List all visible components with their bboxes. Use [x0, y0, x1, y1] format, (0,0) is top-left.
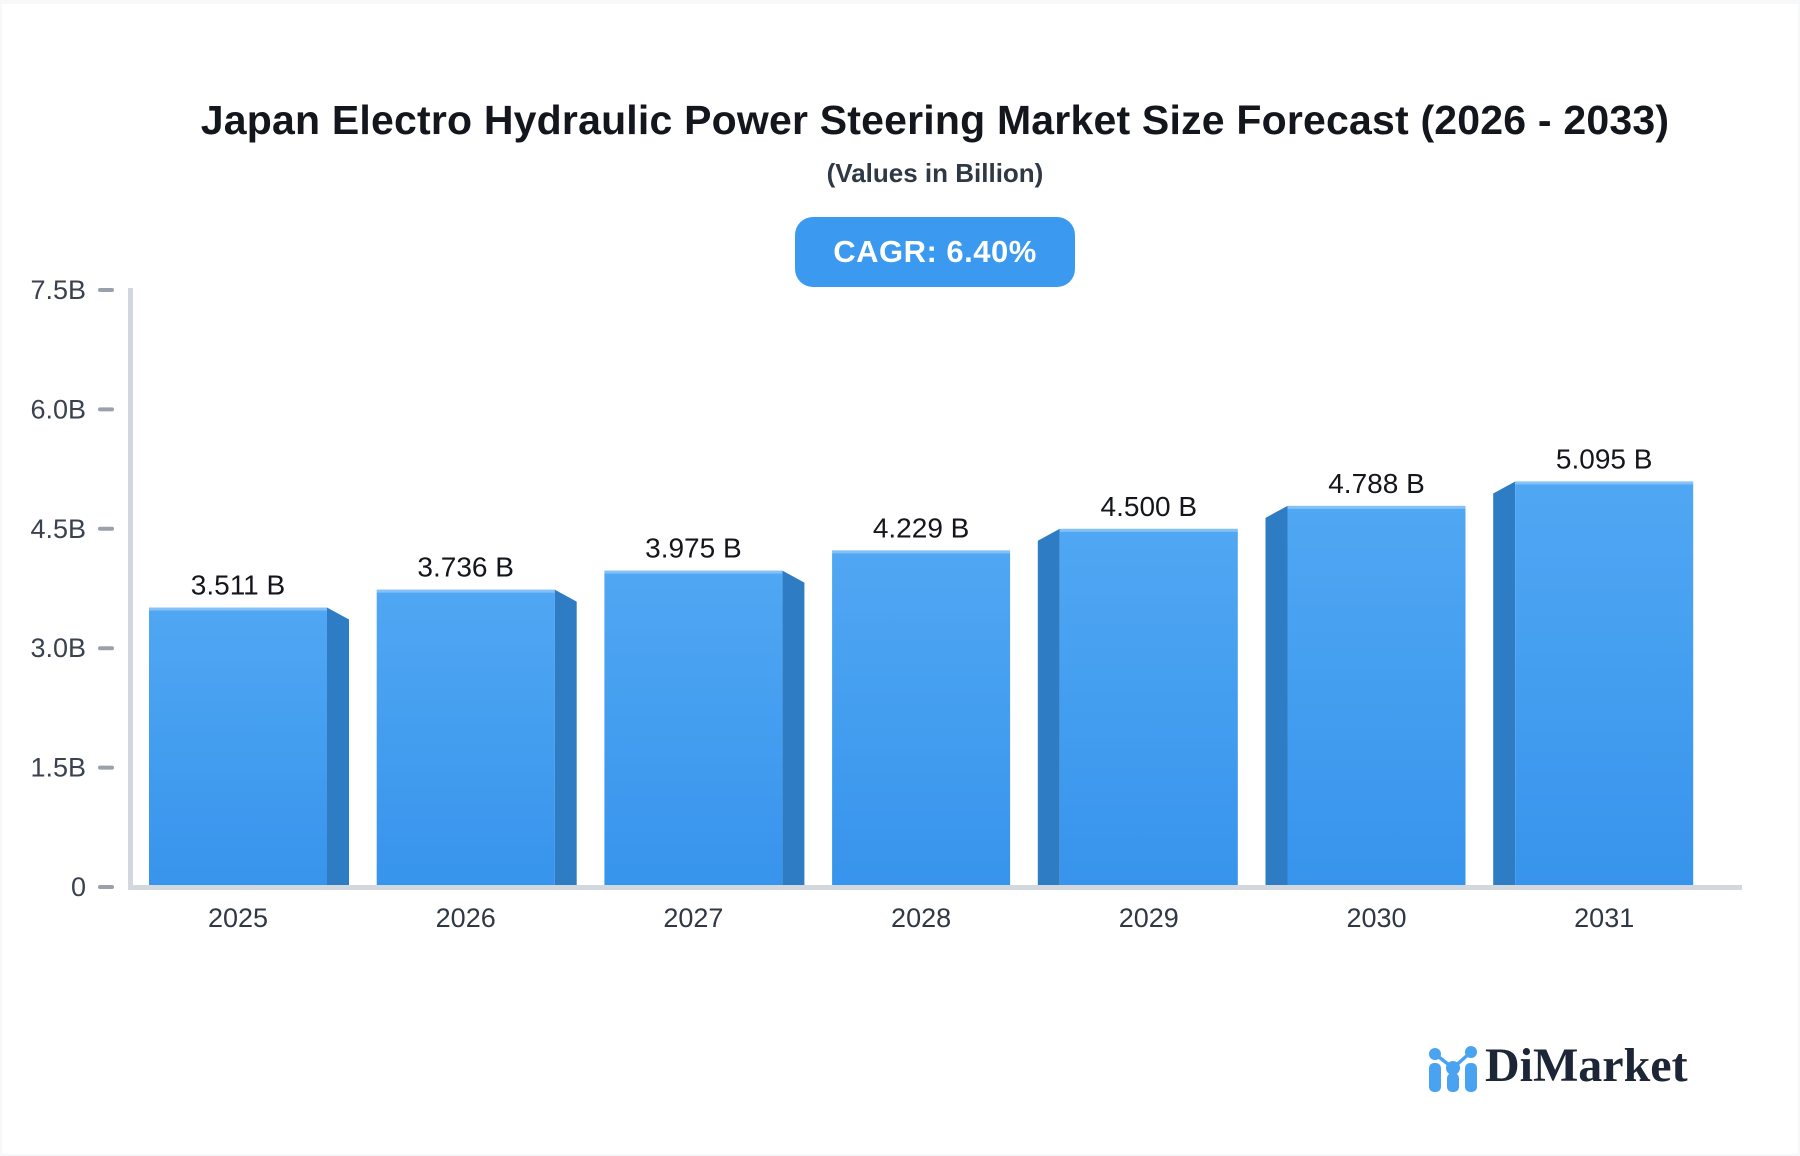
bar-top-highlight — [376, 589, 555, 593]
x-axis-label: 2031 — [1574, 903, 1634, 933]
chart-header: Japan Electro Hydraulic Power Steering M… — [128, 0, 1742, 287]
bar-side-panel — [782, 570, 805, 887]
y-axis-label: 3.0B — [30, 633, 86, 663]
bar — [1287, 505, 1466, 887]
y-axis-line — [128, 288, 133, 890]
bar-top-highlight — [832, 550, 1011, 554]
bar-value-label: 4.788 B — [1328, 468, 1425, 499]
y-axis-label: 7.5B — [30, 275, 86, 305]
dimarket-logo: DiMarket — [1425, 1040, 1688, 1092]
bar-top-highlight — [1515, 481, 1694, 485]
bar — [1059, 528, 1238, 887]
x-axis-label: 2027 — [663, 903, 723, 933]
bar-value-label: 5.095 B — [1556, 443, 1653, 474]
bar-value-label: 3.511 B — [191, 570, 285, 601]
x-axis-label: 2028 — [891, 903, 951, 933]
x-axis-label: 2029 — [1119, 903, 1179, 933]
y-axis-tick — [98, 765, 114, 770]
bar-value-label: 3.975 B — [645, 533, 742, 564]
chart-title: Japan Electro Hydraulic Power Steering M… — [200, 97, 1670, 143]
x-axis-label: 2026 — [436, 903, 496, 933]
bar — [832, 550, 1011, 887]
y-axis-tick — [98, 288, 114, 292]
bar-side-panel — [1037, 528, 1060, 887]
bar-value-label: 3.736 B — [417, 552, 514, 583]
bar — [1515, 481, 1694, 887]
bar-side-panel — [554, 589, 577, 887]
bar-side-panel — [1265, 505, 1288, 887]
y-axis-tick — [98, 526, 114, 531]
x-axis-label: 2030 — [1346, 903, 1406, 933]
bar — [376, 589, 555, 887]
y-axis-label: 1.5B — [30, 753, 86, 783]
bar — [149, 607, 327, 887]
bar-top-highlight — [1059, 528, 1238, 532]
y-axis-label: 0 — [71, 872, 86, 902]
bar-top-highlight — [604, 570, 783, 574]
bar-side-panel — [327, 607, 349, 887]
chart-subtitle: (Values in Billion) — [826, 158, 1044, 188]
x-axis-line — [128, 885, 1742, 890]
bar-value-label: 4.500 B — [1101, 491, 1198, 522]
y-axis-tick — [98, 885, 114, 889]
bar-side-panel — [1493, 481, 1516, 887]
bar-top-highlight — [1287, 505, 1466, 509]
y-axis-label: 6.0B — [30, 394, 86, 424]
x-axis-label: 2025 — [208, 903, 268, 933]
dimarket-logo-text: DiMarket — [1485, 1039, 1688, 1092]
bar-top-highlight — [149, 607, 327, 611]
dimarket-logo-icon — [1429, 1046, 1477, 1092]
y-axis-tick — [98, 646, 114, 651]
bar-value-label: 4.229 B — [873, 512, 970, 543]
y-axis-tick — [98, 407, 114, 412]
bar — [604, 570, 783, 887]
y-axis-label: 4.5B — [30, 514, 86, 544]
cagr-badge: CAGR: 6.40% — [795, 217, 1075, 287]
